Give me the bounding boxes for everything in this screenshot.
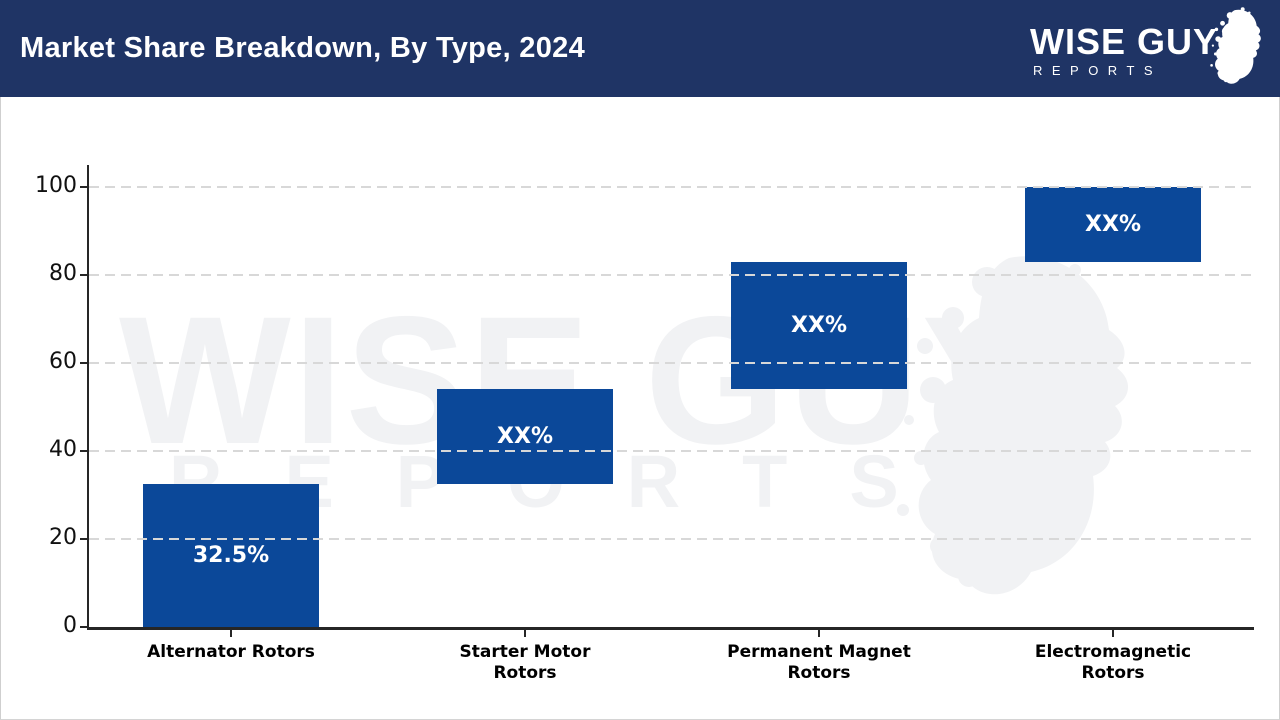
- category-label: Electromagnetic Rotors: [1034, 642, 1192, 683]
- x-tick-mark: [1112, 630, 1114, 637]
- bar: 32.5%: [143, 484, 319, 627]
- x-tick-mark: [524, 630, 526, 637]
- category-label: Alternator Rotors: [147, 642, 315, 662]
- y-tick-label: 0: [63, 613, 77, 638]
- y-axis: [87, 165, 89, 627]
- y-tick-mark: [80, 186, 89, 188]
- x-tick-mark: [818, 630, 820, 637]
- bar: XX%: [1025, 187, 1201, 262]
- y-tick-mark: [80, 274, 89, 276]
- y-tick-label: 100: [35, 173, 77, 198]
- header-bar: Market Share Breakdown, By Type, 2024 WI…: [0, 0, 1280, 97]
- bar: XX%: [731, 261, 907, 390]
- bar-value-label: XX%: [1085, 211, 1141, 237]
- category-label: Starter Motor Rotors: [459, 642, 591, 683]
- gridline: [89, 450, 1254, 452]
- y-tick-label: 20: [49, 525, 77, 550]
- y-tick-mark: [80, 538, 89, 540]
- x-tick-mark: [230, 630, 232, 637]
- y-tick-mark: [80, 626, 89, 628]
- gridline: [89, 362, 1254, 364]
- gridline: [89, 274, 1254, 276]
- x-axis: [87, 627, 1254, 630]
- bar: XX%: [437, 389, 613, 484]
- page-title: Market Share Breakdown, By Type, 2024: [20, 32, 586, 64]
- wiseguy-logo: WISE GUY REPORTS: [1030, 4, 1270, 96]
- logo-text: WISE GUY REPORTS: [1029, 20, 1218, 78]
- logo-wordmark: WISE GUY: [1029, 20, 1218, 62]
- y-tick-mark: [80, 450, 89, 452]
- chart-area: WISE GUY REPORTS 32.5%XX%XX%XX%020406080…: [0, 97, 1280, 720]
- bar-value-label: XX%: [497, 424, 553, 450]
- y-tick-label: 80: [49, 261, 77, 286]
- bar-value-label: XX%: [791, 313, 847, 339]
- gridline: [89, 538, 1254, 540]
- logo-subtext: REPORTS: [1032, 62, 1163, 78]
- y-tick-label: 40: [49, 437, 77, 462]
- gridline: [89, 186, 1254, 188]
- bar-value-label: 32.5%: [192, 543, 270, 568]
- y-tick-mark: [80, 362, 89, 364]
- plot-layer: 32.5% XX% XX% XX% 0 20 40 60 80 100 Alternator Rot…: [1, 97, 1279, 719]
- y-tick-label: 60: [49, 349, 77, 374]
- category-label: Permanent Magnet Rotors: [727, 642, 911, 683]
- wiseguy-head-icon: [1204, 4, 1270, 96]
